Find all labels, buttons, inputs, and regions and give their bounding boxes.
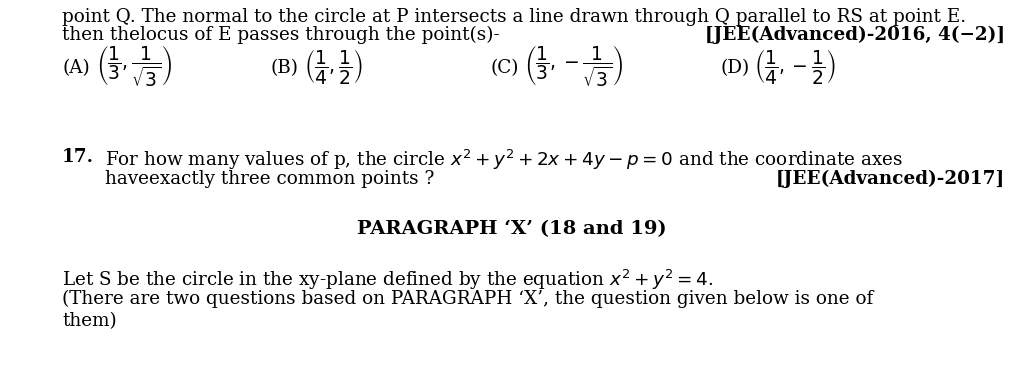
Text: haveexactly three common points ?: haveexactly three common points ? xyxy=(105,170,434,188)
Text: (C): (C) xyxy=(490,59,518,77)
Text: $\left(\dfrac{1}{3},-\dfrac{1}{\sqrt{3}}\right)$: $\left(\dfrac{1}{3},-\dfrac{1}{\sqrt{3}}… xyxy=(524,43,624,89)
Text: PARAGRAPH ‘X’ (18 and 19): PARAGRAPH ‘X’ (18 and 19) xyxy=(357,220,667,238)
Text: $\left(\dfrac{1}{4},-\dfrac{1}{2}\right)$: $\left(\dfrac{1}{4},-\dfrac{1}{2}\right)… xyxy=(754,46,836,86)
Text: [JEE(Advanced)-2017]: [JEE(Advanced)-2017] xyxy=(776,170,1005,188)
Text: $\left(\dfrac{1}{4},\dfrac{1}{2}\right)$: $\left(\dfrac{1}{4},\dfrac{1}{2}\right)$ xyxy=(304,46,362,86)
Text: them): them) xyxy=(62,312,117,330)
Text: (D): (D) xyxy=(720,59,750,77)
Text: [JEE(Advanced)-2016, 4(−2)]: [JEE(Advanced)-2016, 4(−2)] xyxy=(705,26,1005,44)
Text: 17.: 17. xyxy=(62,148,94,166)
Text: For how many values of p, the circle $x^2 + y^2 + 2x + 4y - p = 0$ and the coord: For how many values of p, the circle $x^… xyxy=(105,148,903,172)
Text: (A): (A) xyxy=(62,59,90,77)
Text: then thelocus of E passes through the point(s)-: then thelocus of E passes through the po… xyxy=(62,26,500,44)
Text: Let S be the circle in the xy-plane defined by the equation $x^2+y^2=4$.: Let S be the circle in the xy-plane defi… xyxy=(62,268,713,292)
Text: (There are two questions based on PARAGRAPH ‘X’, the question given below is one: (There are two questions based on PARAGR… xyxy=(62,290,873,308)
Text: $\left(\dfrac{1}{3},\dfrac{1}{\sqrt{3}}\right)$: $\left(\dfrac{1}{3},\dfrac{1}{\sqrt{3}}\… xyxy=(96,43,172,89)
Text: point Q. The normal to the circle at P intersects a line drawn through Q paralle: point Q. The normal to the circle at P i… xyxy=(62,8,966,26)
Text: (B): (B) xyxy=(270,59,298,77)
